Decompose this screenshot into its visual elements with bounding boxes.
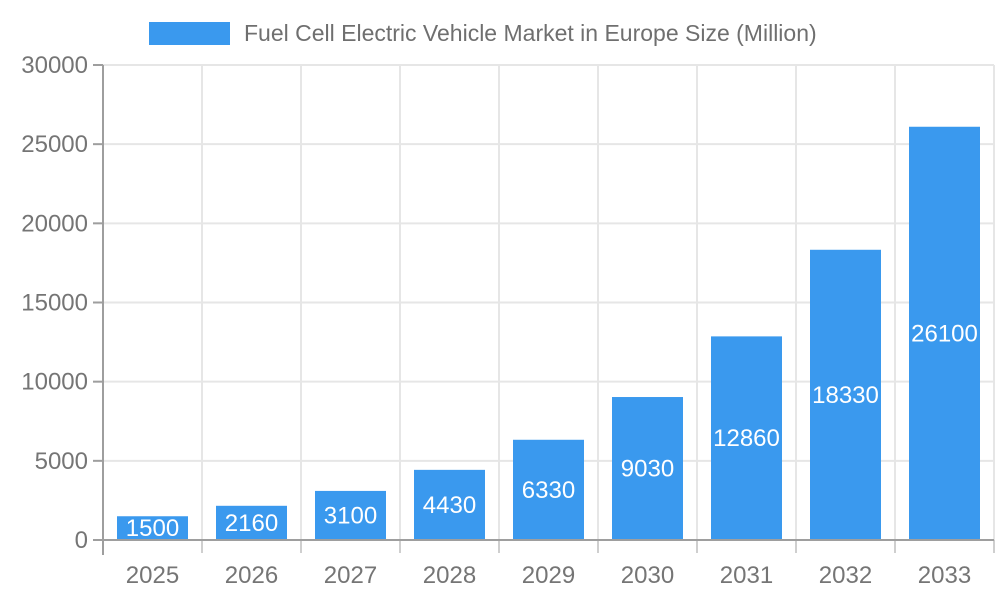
bar-2032	[810, 249, 881, 540]
bar-2026	[216, 505, 287, 540]
x-tick-label: 2031	[720, 562, 773, 589]
bar-2028	[414, 469, 485, 540]
x-tick-label: 2028	[423, 562, 476, 589]
legend-swatch	[149, 22, 230, 45]
bar-2030	[612, 397, 683, 540]
x-tick-label: 2026	[225, 562, 278, 589]
bar-2033	[909, 126, 980, 540]
bar-2025	[117, 516, 188, 540]
bar-value-label: 18330	[812, 382, 879, 409]
bar-value-label: 2160	[225, 510, 278, 537]
x-tick-label: 2025	[126, 562, 179, 589]
y-tick-label: 0	[75, 527, 88, 554]
legend-label: Fuel Cell Electric Vehicle Market in Eur…	[244, 20, 817, 46]
bar-value-label: 4430	[423, 492, 476, 519]
bar-2031	[711, 336, 782, 540]
bar-value-label: 3100	[324, 502, 377, 529]
y-tick-label: 5000	[35, 448, 88, 475]
x-tick-label: 2032	[819, 562, 872, 589]
chart-legend[interactable]: Fuel Cell Electric Vehicle Market in Eur…	[149, 21, 817, 46]
bar-2029	[513, 439, 584, 540]
bar-value-label: 12860	[713, 425, 780, 452]
x-tick-label: 2030	[621, 562, 674, 589]
y-tick-label: 20000	[21, 210, 88, 237]
x-tick-label: 2029	[522, 562, 575, 589]
y-tick-label: 15000	[21, 290, 88, 317]
x-tick-label: 2033	[918, 562, 971, 589]
y-tick-label: 30000	[21, 52, 88, 79]
y-tick-label: 25000	[21, 131, 88, 158]
bar-2027	[315, 490, 386, 540]
bar-value-label: 6330	[522, 477, 575, 504]
bar-value-label: 9030	[621, 456, 674, 483]
bar-value-label: 26100	[911, 320, 978, 347]
bar-value-label: 1500	[126, 515, 179, 542]
x-tick-label: 2027	[324, 562, 377, 589]
y-tick-label: 10000	[21, 369, 88, 396]
